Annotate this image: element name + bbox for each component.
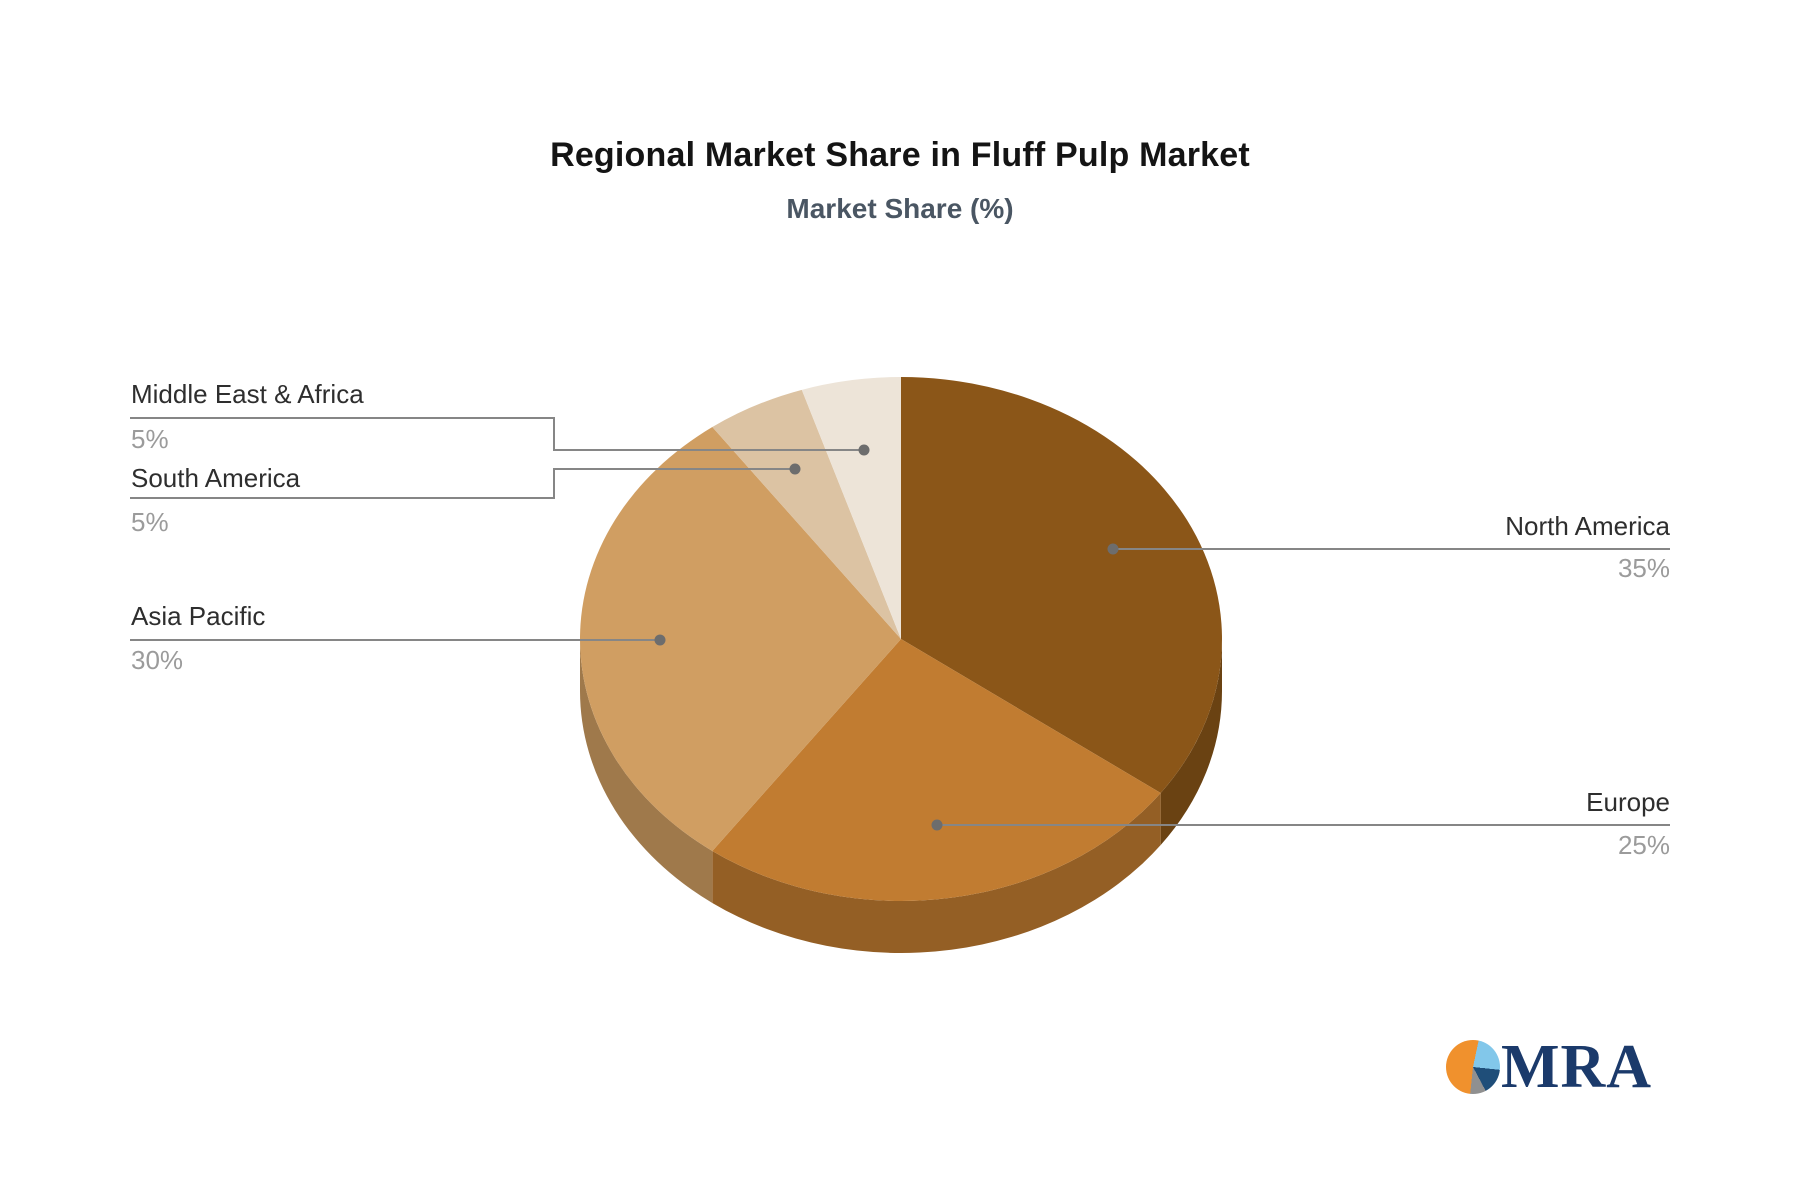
mra-logo-pie-icon [1446,1040,1500,1094]
label-middle-east-africa: Middle East & Africa [131,379,364,409]
pie-slice-side-north-america [1160,639,1222,845]
mra-logo-text: MRA [1501,1033,1653,1101]
value-north-america: 35% [1617,553,1670,583]
chart-title: Regional Market Share in Fluff Pulp Mark… [550,136,1250,174]
value-middle-east-africa: 5% [131,424,169,454]
value-south-america: 5% [131,507,169,537]
value-asia-pacific: 30% [131,645,184,675]
leader-dot-south-america [789,463,801,475]
label-north-america: North America [1505,511,1670,541]
pie-slice-europe [712,639,1161,901]
leader-dot-europe [931,819,943,831]
chart-subtitle: Market Share (%) [786,193,1014,224]
leader-dot-middle-east-africa [858,444,870,456]
leader-line-middle-east-africa [130,417,864,451]
pie-slice-middle-east-africa [801,377,901,639]
value-europe: 25% [1617,830,1670,860]
pie-slice-side-asia-pacific [580,639,713,903]
pie-slice-side-europe [712,792,1161,953]
leader-dot-asia-pacific [654,634,666,646]
pie-slice-south-america [712,389,901,639]
pie-slice-north-america [901,377,1222,793]
pie-slice-asia-pacific [579,427,901,851]
label-south-america: South America [131,463,301,493]
leader-line-south-america [130,468,795,499]
mra-logo: MRA [1446,1036,1652,1098]
label-europe: Europe [1586,787,1670,817]
label-asia-pacific: Asia Pacific [131,601,266,631]
leader-dot-north-america [1107,543,1119,555]
